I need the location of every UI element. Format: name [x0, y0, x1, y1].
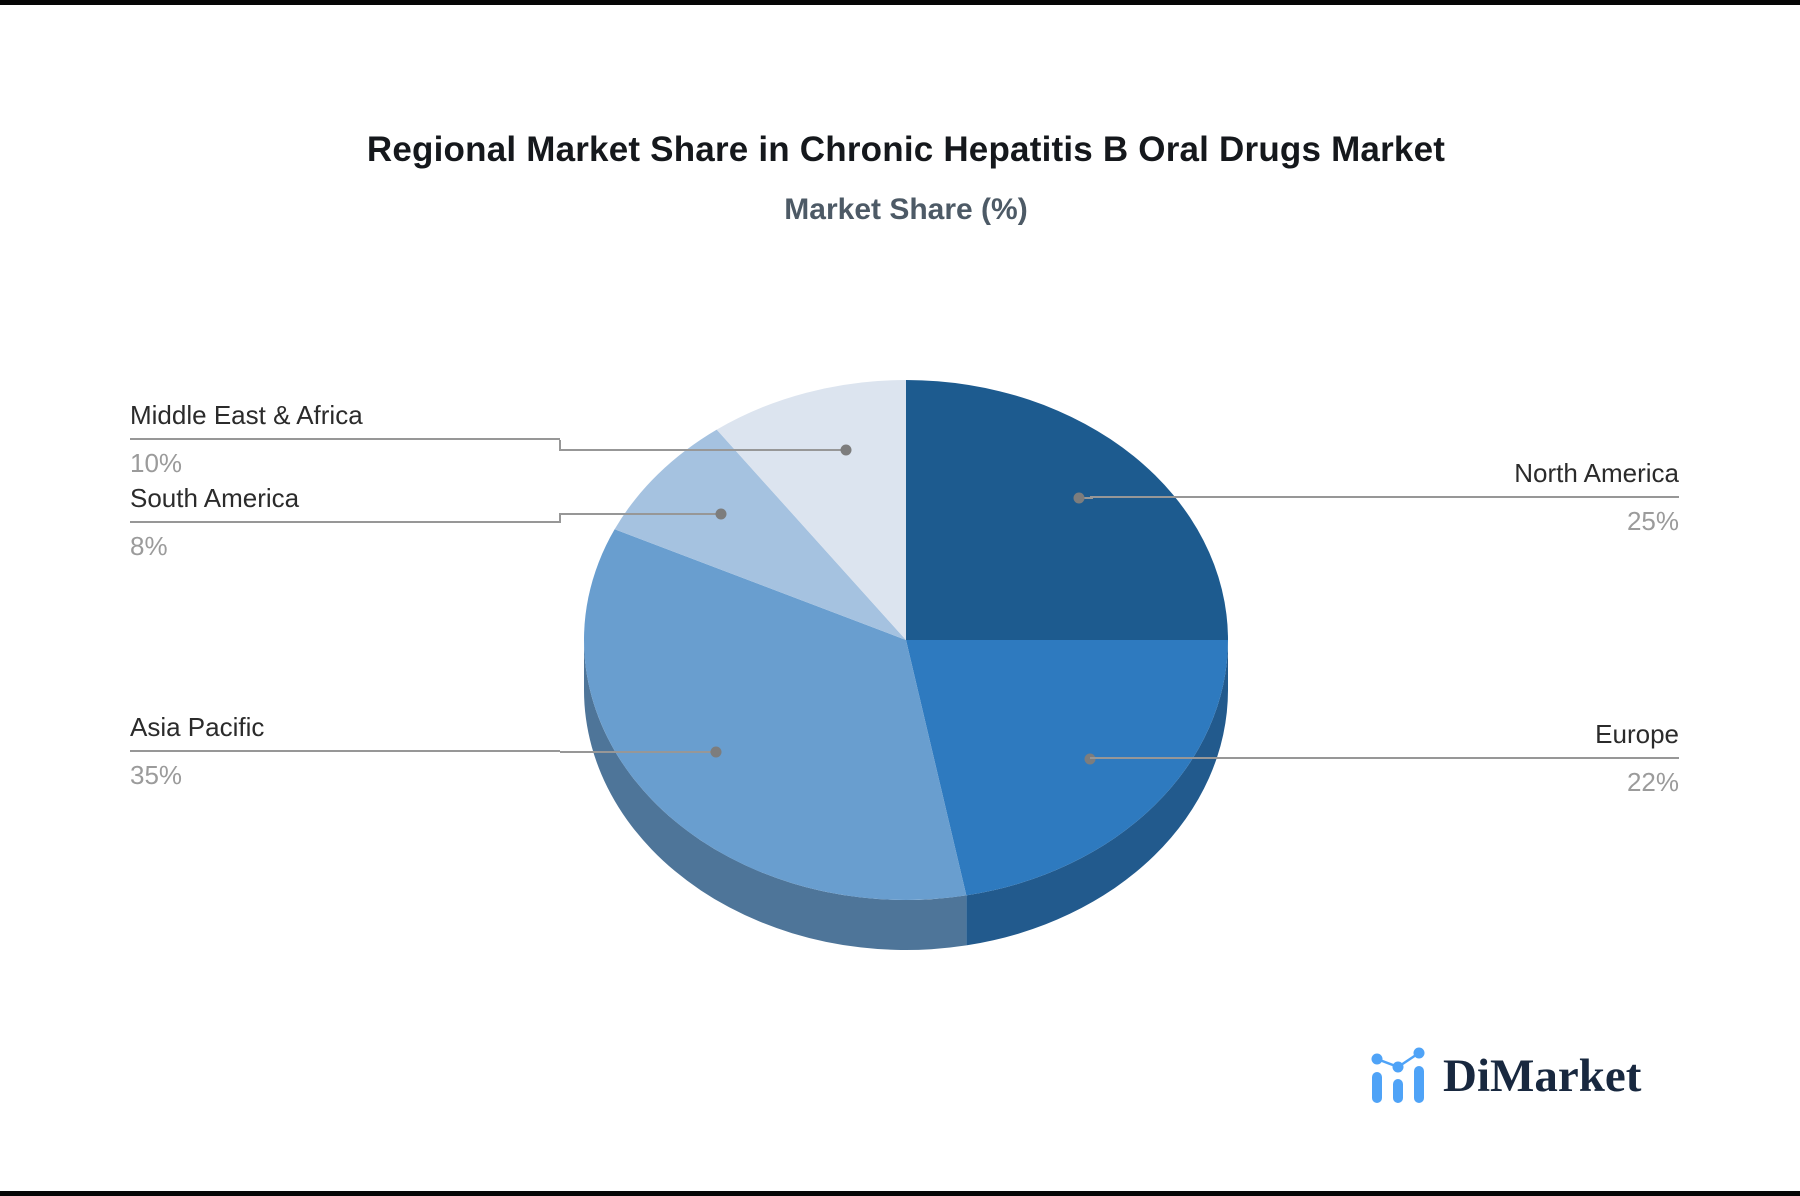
- chart-subtitle: Market Share (%): [784, 193, 1028, 226]
- brand-logo: DiMarket: [1368, 1044, 1641, 1104]
- slice-label-middle-east-africa: Middle East & Africa: [130, 399, 560, 440]
- callout-dot-asia-pacific: [710, 746, 722, 758]
- slice-value-south-america: 8%: [130, 531, 168, 561]
- callout-dot-europe: [1084, 753, 1096, 765]
- pie-slice-side-europe: [966, 640, 1228, 946]
- window-edge-bottom: [0, 1191, 1800, 1196]
- bar-chart-trend-icon: [1371, 1047, 1425, 1103]
- slice-label-south-america: South America: [130, 482, 560, 523]
- callout-dot-north-america: [1073, 492, 1085, 504]
- pie-slice-south-america[interactable]: [614, 429, 906, 640]
- slice-value-north-america: 25%: [1626, 506, 1679, 536]
- slice-label-north-america: North America: [1090, 457, 1679, 498]
- callout-dot-middle-east-africa: [840, 444, 852, 456]
- pie-slice-side-asia-pacific: [584, 640, 967, 950]
- slice-value-europe: 22%: [1626, 767, 1679, 797]
- slice-label-europe: Europe: [1090, 718, 1679, 759]
- slice-label-asia-pacific: Asia Pacific: [130, 711, 560, 752]
- callout-line-middle-east-africa: [559, 440, 846, 451]
- brand-logo-text: DiMarket: [1443, 1050, 1642, 1102]
- callout-north-america: North America 25%: [1090, 457, 1679, 537]
- callout-line-south-america: [559, 513, 721, 523]
- window-edge-top: [0, 0, 1800, 5]
- pie-slice-north-america[interactable]: [906, 380, 1228, 640]
- pie-slice-middle-east-africa[interactable]: [716, 380, 906, 640]
- slice-value-middle-east-africa: 10%: [130, 448, 183, 478]
- callout-asia-pacific: Asia Pacific 35%: [130, 711, 560, 791]
- pie-slice-asia-pacific[interactable]: [583, 529, 967, 900]
- callout-dot-south-america: [715, 508, 727, 520]
- pie-slice-europe[interactable]: [906, 640, 1228, 896]
- callout-middle-east-africa: Middle East & Africa 10%: [130, 399, 560, 479]
- slice-value-asia-pacific: 35%: [130, 760, 183, 790]
- chart-title: Regional Market Share in Chronic Hepatit…: [366, 130, 1446, 169]
- callout-europe: Europe 22%: [1090, 718, 1679, 798]
- callout-south-america: South America 8%: [130, 482, 560, 562]
